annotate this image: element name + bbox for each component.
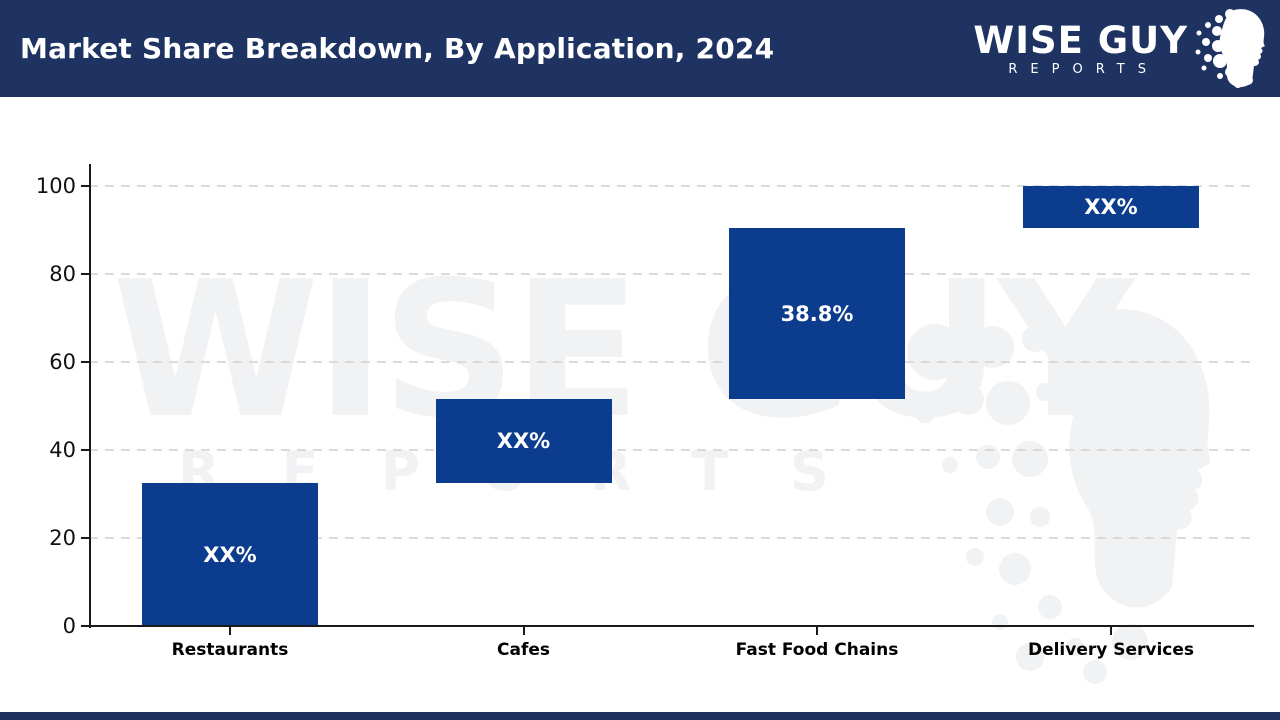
y-tick-label-20: 20 bbox=[49, 526, 76, 550]
y-tick-20 bbox=[81, 537, 89, 539]
x-tick-1 bbox=[522, 627, 525, 635]
bar-value-label: XX% bbox=[203, 542, 257, 567]
y-tick-label-80: 80 bbox=[49, 262, 76, 286]
y-tick-60 bbox=[81, 361, 89, 363]
y-tick-80 bbox=[81, 273, 89, 275]
y-tick-40 bbox=[81, 449, 89, 451]
y-tick-label-40: 40 bbox=[49, 438, 76, 462]
x-axis-line bbox=[89, 625, 1254, 627]
y-tick-label-0: 0 bbox=[62, 614, 76, 638]
bar-cafes: XX% bbox=[435, 398, 612, 484]
bar-value-label: 38.8% bbox=[780, 301, 854, 326]
logo-wiseguy-text: WISE GUY bbox=[973, 18, 1188, 62]
bar-restaurants: XX% bbox=[142, 483, 318, 626]
y-axis-line bbox=[89, 164, 91, 628]
gridline-60 bbox=[89, 361, 1254, 363]
y-tick-0 bbox=[81, 625, 89, 627]
bar-value-label: XX% bbox=[496, 429, 551, 454]
x-category-label-0: Restaurants bbox=[171, 640, 289, 660]
logo-head-icon bbox=[1195, 8, 1265, 88]
footer-bar bbox=[0, 712, 1280, 720]
gridline-40 bbox=[89, 449, 1254, 451]
brand-logo: WISE GUY REPORTS bbox=[973, 6, 1266, 92]
header-banner: Market Share Breakdown, By Application, … bbox=[0, 0, 1280, 97]
y-tick-label-60: 60 bbox=[49, 350, 76, 374]
gridline-20 bbox=[89, 537, 1254, 539]
gridline-80 bbox=[89, 273, 1254, 275]
x-category-label-3: Delivery Services bbox=[1027, 640, 1195, 660]
logo-reports-text: REPORTS bbox=[1008, 61, 1159, 77]
x-category-label-2: Fast Food Chains bbox=[735, 640, 899, 660]
chart-area: WISE GUY REPORTS 020406080100XX%Restaura… bbox=[0, 97, 1280, 712]
bar-fast-food-chains: 38.8% bbox=[729, 228, 905, 399]
x-tick-2 bbox=[816, 627, 818, 635]
bar-value-label: XX% bbox=[1084, 195, 1138, 220]
bar-delivery-services: XX% bbox=[1023, 186, 1199, 229]
y-tick-100 bbox=[81, 185, 89, 187]
logo-text: WISE GUY REPORTS bbox=[973, 22, 1188, 76]
x-tick-3 bbox=[1110, 627, 1112, 635]
y-tick-label-100: 100 bbox=[35, 174, 76, 198]
x-tick-0 bbox=[229, 627, 231, 635]
x-category-label-1: Cafes bbox=[497, 640, 550, 660]
chart-title: Market Share Breakdown, By Application, … bbox=[20, 32, 775, 65]
gridline-100 bbox=[89, 185, 1254, 187]
watermark-head-icon bbox=[907, 308, 1210, 684]
